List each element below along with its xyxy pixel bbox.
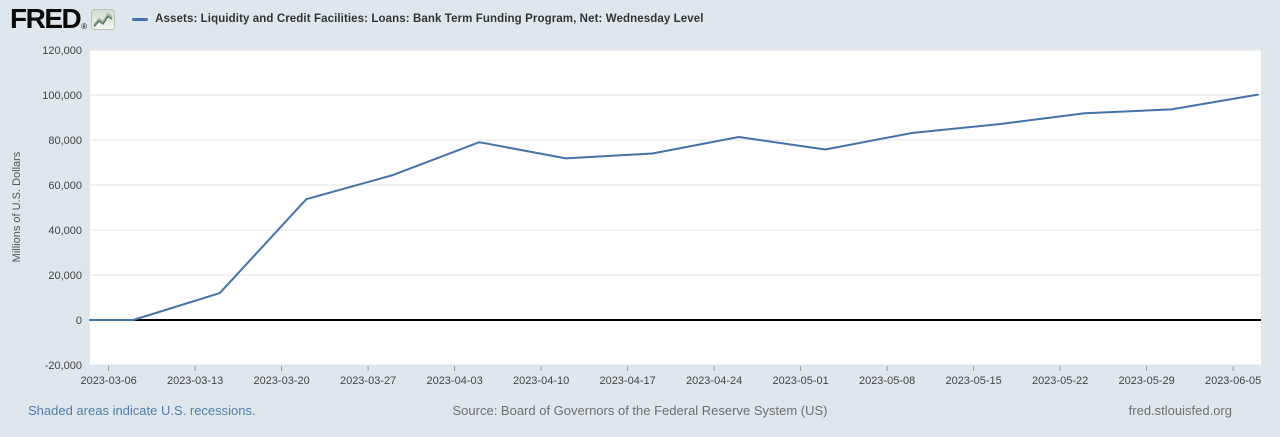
fred-site-link[interactable]: fred.stlouisfed.org bbox=[1128, 403, 1232, 418]
footer: Shaded areas indicate U.S. recessions. S… bbox=[0, 395, 1280, 437]
x-tick-label: 2023-04-24 bbox=[686, 375, 742, 387]
plot-svg: -20,000 0 20,000 40,000 60,000 80,000 100,000 1… bbox=[42, 45, 1261, 387]
x-tick-label: 2023-05-29 bbox=[1118, 375, 1174, 387]
registered-trademark-icon: ® bbox=[81, 22, 88, 31]
header: FRED ® Assets: Liquidity and Credit Faci… bbox=[0, 0, 1280, 38]
y-tick-label: 60,000 bbox=[48, 180, 82, 192]
x-tick-label: 2023-03-20 bbox=[253, 375, 309, 387]
y-tick-label: 100,000 bbox=[42, 90, 82, 102]
x-tick-label: 2023-04-03 bbox=[426, 375, 482, 387]
x-tick-label: 2023-05-22 bbox=[1032, 375, 1088, 387]
x-tick-label: 2023-05-15 bbox=[945, 375, 1001, 387]
y-tick-label: -20,000 bbox=[45, 360, 82, 372]
y-tick-label: 20,000 bbox=[48, 270, 82, 282]
x-tick-label: 2023-03-27 bbox=[340, 375, 396, 387]
recessions-note-link[interactable]: Shaded areas indicate U.S. recessions. bbox=[28, 403, 256, 418]
legend-line-swatch bbox=[132, 17, 149, 21]
x-tick-label: 2023-04-10 bbox=[513, 375, 569, 387]
y-axis-title: Millions of U.S. Dollars bbox=[11, 151, 23, 263]
fred-logo-text: FRED bbox=[10, 3, 82, 34]
fred-logo-chart-icon bbox=[91, 8, 116, 30]
x-tick-label: 2023-04-17 bbox=[599, 375, 655, 387]
y-tick-label: 80,000 bbox=[48, 135, 82, 147]
legend: Assets: Liquidity and Credit Facilities:… bbox=[132, 13, 703, 25]
x-tick-label: 2023-05-01 bbox=[772, 375, 828, 387]
x-tick-label: 2023-05-08 bbox=[859, 375, 915, 387]
y-tick-label: 40,000 bbox=[48, 225, 82, 237]
plot-area[interactable] bbox=[90, 50, 1261, 365]
x-tick-label: 2023-03-06 bbox=[80, 375, 136, 387]
fred-logo-link[interactable]: FRED ® bbox=[10, 3, 116, 34]
series-line bbox=[89, 93, 1259, 321]
source-text: Source: Board of Governors of the Federa… bbox=[452, 403, 828, 418]
y-tick-label: 0 bbox=[76, 315, 82, 327]
x-tick-label: 2023-03-13 bbox=[167, 375, 223, 387]
chart-region: Millions of U.S. Dollars -20,000 0 20,000 4… bbox=[0, 38, 1280, 395]
x-tick-label: 2023-06-05 bbox=[1205, 375, 1261, 387]
series-title: Assets: Liquidity and Credit Facilities:… bbox=[155, 13, 704, 25]
y-tick-label: 120,000 bbox=[42, 45, 82, 57]
